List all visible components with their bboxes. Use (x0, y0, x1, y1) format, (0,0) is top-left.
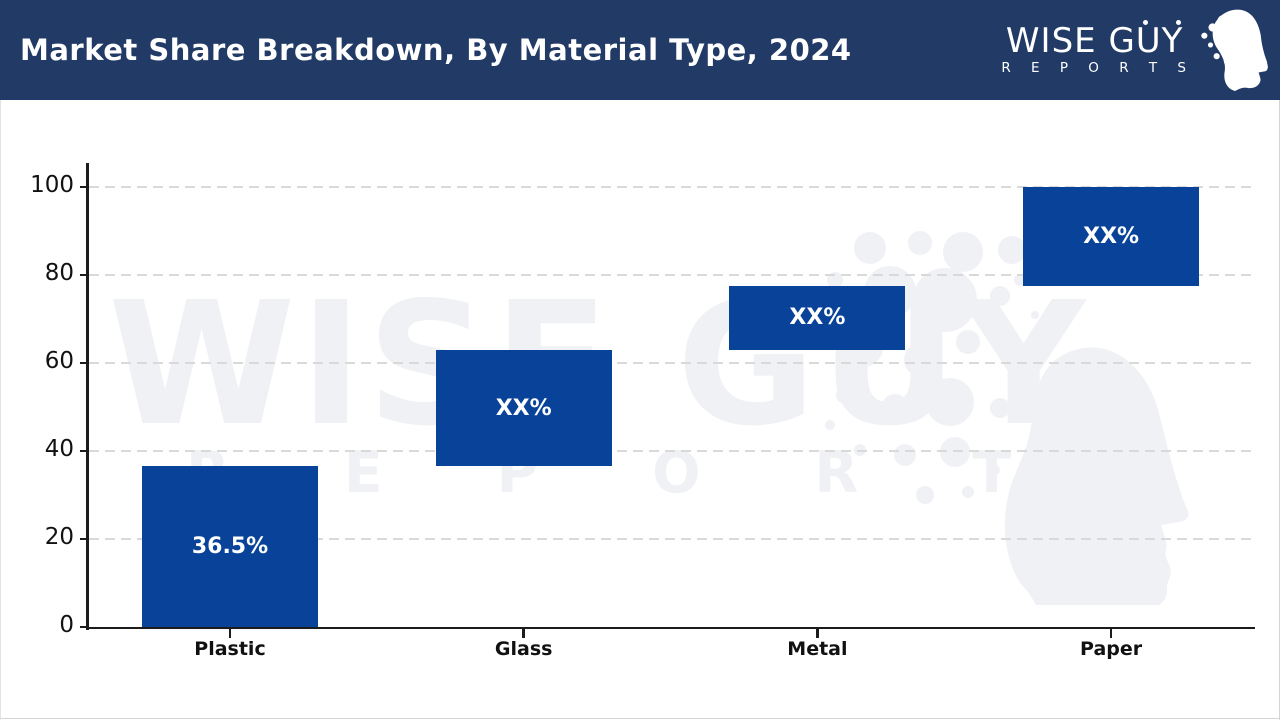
y-tick-mark (80, 273, 89, 277)
y-tick-label: 20 (44, 524, 74, 550)
bar-paper: XX% (1023, 187, 1200, 286)
chart-title: Market Share Breakdown, By Material Type… (20, 33, 852, 67)
frame-border-bottom (0, 717, 1280, 719)
y-axis-spine (86, 163, 89, 630)
brand-logo: WISE GUY R E P O R T S (995, 0, 1268, 100)
x-category-label: Metal (787, 638, 848, 660)
y-tick-mark (80, 449, 89, 453)
y-gridline (89, 274, 1255, 276)
x-tick-mark (522, 629, 525, 638)
bar-value-label: 36.5% (191, 534, 269, 560)
x-axis-spine (86, 626, 1255, 630)
logo-wordmark-top: WISE GUY (1005, 21, 1184, 62)
x-tick-mark (816, 629, 819, 638)
y-tick-label: 40 (44, 436, 74, 462)
logo-wordmark-bottom: R E P O R T S (1001, 60, 1194, 77)
x-category-label: Paper (1080, 638, 1143, 660)
y-tick-mark (80, 537, 89, 541)
logo-wordmark: WISE GUY R E P O R T S (995, 20, 1194, 77)
y-gridline (89, 362, 1255, 364)
bar-value-label: XX% (789, 305, 846, 331)
header-band: Market Share Breakdown, By Material Type… (0, 0, 1280, 100)
x-category-label: Glass (494, 638, 553, 660)
plot: 0 20 40 60 80 100 36.5% Plastic XX% Glass XX% Metal… (0, 100, 1280, 720)
bar-value-label: XX% (1083, 224, 1140, 249)
chart-area: WISE GUY R E P O R T S 0 20 40 60 80 100 36.5%… (0, 100, 1280, 720)
y-gridline (89, 538, 1255, 540)
frame-border-left (0, 100, 1, 720)
y-gridline (89, 450, 1255, 452)
y-tick-label: 0 (59, 612, 74, 638)
y-tick-mark (80, 185, 89, 189)
bar-plastic: 36.5% (142, 466, 318, 627)
y-tick-mark (80, 625, 89, 629)
x-category-label: Plastic (194, 638, 266, 660)
bar-value-label: XX% (495, 395, 552, 421)
x-tick-mark (1109, 629, 1113, 638)
y-tick-label: 100 (30, 172, 74, 198)
logo-accent-dot-icon (1176, 20, 1182, 26)
x-tick-mark (228, 629, 232, 638)
bar-glass: XX% (435, 349, 612, 467)
y-tick-mark (80, 361, 89, 365)
watermark-subtext: R E P O R T S (186, 440, 1213, 506)
y-tick-label: 80 (44, 260, 74, 286)
bar-metal: XX% (729, 286, 906, 350)
y-tick-label: 60 (44, 348, 74, 374)
logo-accent-dot-icon (1143, 20, 1149, 26)
y-gridline (89, 186, 1255, 188)
logo-face-icon (1201, 9, 1268, 91)
frame-border-right (1278, 100, 1280, 720)
